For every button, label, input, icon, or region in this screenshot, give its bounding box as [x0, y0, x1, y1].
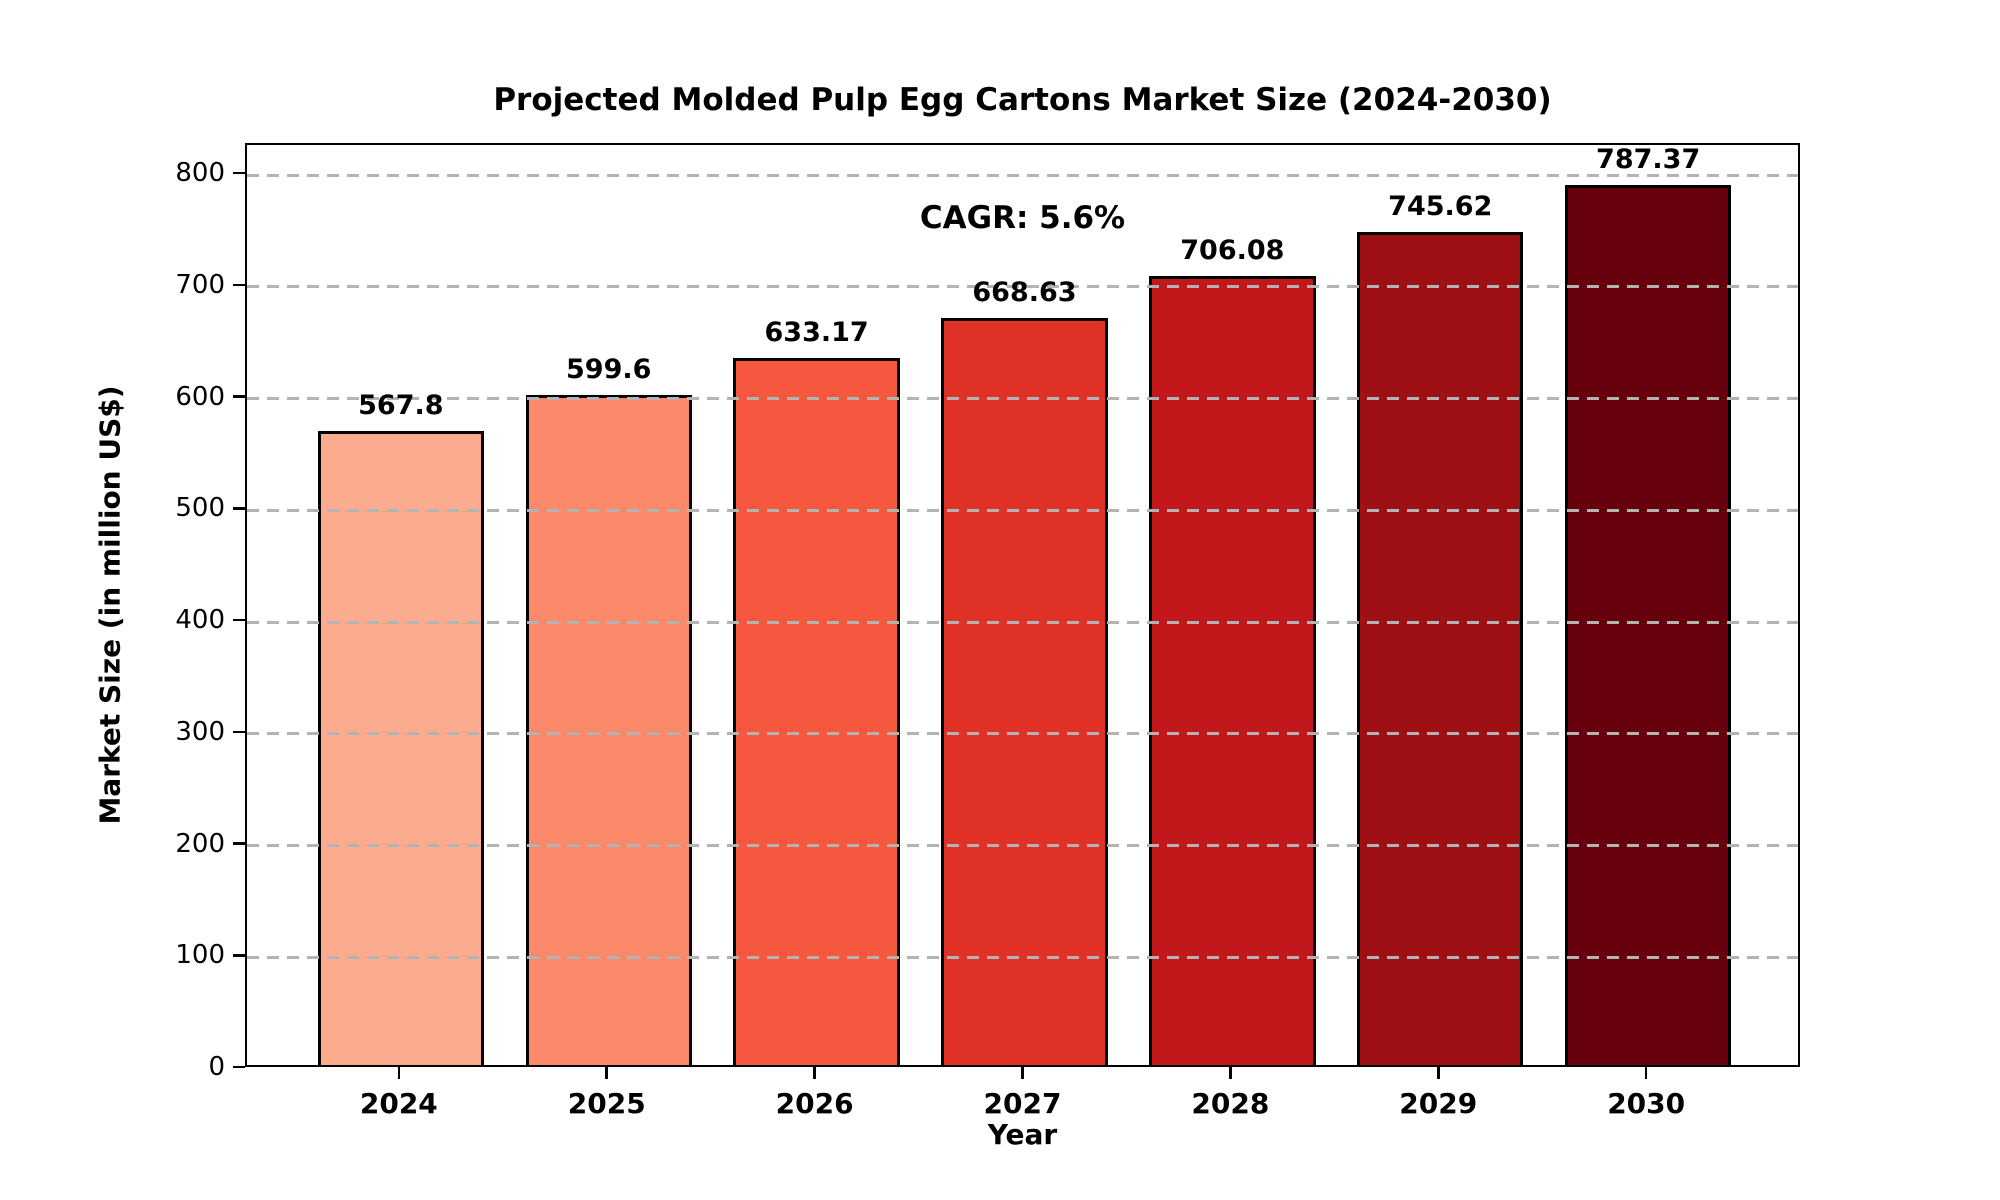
x-tick-mark: [1437, 1067, 1440, 1079]
y-tick-mark: [233, 171, 245, 175]
bar-2030: [1565, 185, 1732, 1065]
y-tick-mark: [233, 1065, 245, 1069]
y-tick-mark: [233, 842, 245, 845]
y-tick-label: 0: [208, 1052, 225, 1082]
gridline: [247, 173, 1798, 177]
x-tick-mark: [1644, 1067, 1648, 1079]
x-tick-label-2027: 2027: [983, 1087, 1062, 1120]
y-tick-label: 700: [175, 269, 225, 300]
bar-value-label: 706.08: [1180, 235, 1285, 267]
x-tick-label-2025: 2025: [567, 1087, 646, 1120]
plot-area: 567.8 599.6 633.17 668.63 706.08 745.62 787.37…: [245, 143, 1800, 1067]
y-tick-mark: [233, 507, 245, 510]
y-tick-label: 400: [175, 605, 225, 636]
bar-value-label: 668.63: [972, 276, 1077, 308]
y-tick-label: 600: [175, 381, 225, 412]
bar-2027: [941, 317, 1108, 1065]
bar-value-label: 599.6: [566, 354, 652, 386]
chart-title: Projected Molded Pulp Egg Cartons Market…: [493, 82, 1552, 118]
y-tick-label: 200: [175, 828, 225, 859]
x-tick-mark: [1021, 1067, 1024, 1079]
x-tick-mark: [1229, 1067, 1232, 1079]
x-tick-mark: [813, 1067, 816, 1079]
y-axis-label: Market Size (in million US$): [93, 385, 127, 825]
bar-2025: [525, 395, 692, 1065]
y-tick-label: 100: [175, 940, 225, 971]
bar-value-label: 745.62: [1388, 190, 1493, 222]
x-tick-mark: [605, 1067, 608, 1079]
bar-2028: [1149, 276, 1316, 1065]
cagr-annotation: CAGR: 5.6%: [919, 200, 1126, 236]
y-tick-mark: [233, 395, 245, 398]
y-tick-label: 500: [175, 493, 225, 524]
bar-2026: [733, 357, 900, 1065]
x-tick-label-2029: 2029: [1399, 1087, 1478, 1120]
x-axis-label: Year: [987, 1118, 1058, 1151]
x-tick-mark: [397, 1067, 401, 1079]
y-tick-mark: [233, 730, 245, 734]
x-tick-label-2028: 2028: [1191, 1087, 1270, 1120]
x-tick-label-2026: 2026: [775, 1087, 854, 1120]
x-tick-label-2024: 2024: [359, 1087, 438, 1120]
bar-value-label: 787.37: [1596, 144, 1701, 176]
y-tick-mark: [233, 954, 245, 957]
bar-value-label: 633.17: [764, 316, 869, 348]
bar-2024: [317, 430, 484, 1065]
y-tick-mark: [233, 618, 245, 622]
bar-2029: [1357, 231, 1524, 1065]
y-tick-mark: [233, 283, 245, 287]
bar-value-label: 567.8: [358, 389, 444, 421]
y-tick-label: 300: [175, 716, 225, 747]
y-tick-label: 800: [175, 158, 225, 189]
x-tick-label-2030: 2030: [1607, 1087, 1686, 1120]
